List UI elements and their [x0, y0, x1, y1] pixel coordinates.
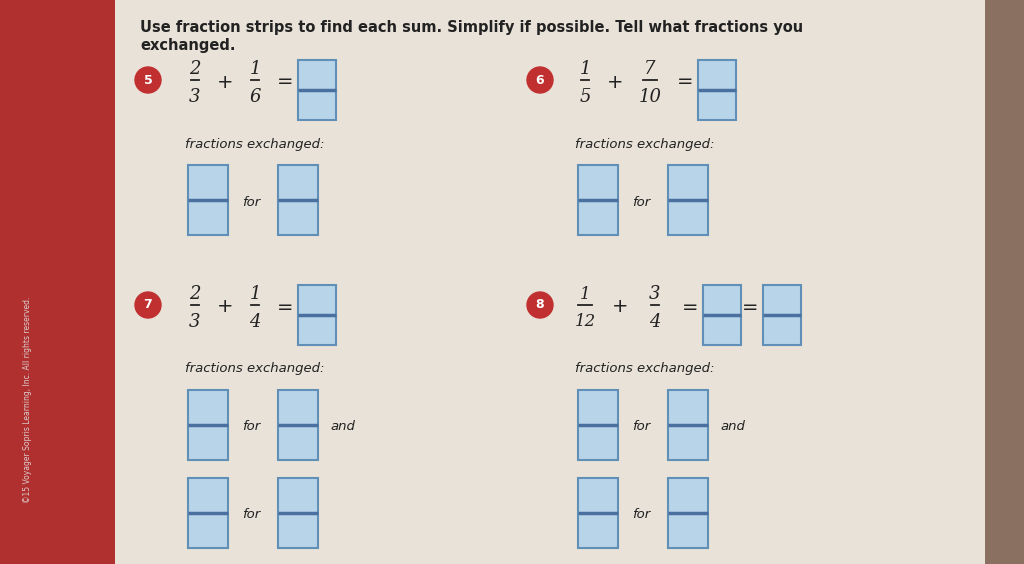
Text: +: +	[607, 73, 624, 91]
Text: 1: 1	[580, 286, 590, 303]
Text: for: for	[242, 509, 260, 522]
Text: +: +	[611, 297, 629, 316]
Text: for: for	[632, 421, 650, 434]
Circle shape	[135, 67, 161, 93]
Text: 3: 3	[649, 285, 660, 303]
Text: 8: 8	[536, 298, 545, 311]
Bar	[578, 478, 618, 548]
Text: for: for	[242, 196, 260, 209]
Bar	[763, 285, 801, 345]
Text: and: and	[720, 421, 744, 434]
Bar	[278, 390, 318, 460]
Text: =: =	[677, 73, 693, 91]
Text: 1: 1	[249, 60, 261, 78]
Text: 7: 7	[644, 60, 655, 78]
Text: 10: 10	[639, 88, 662, 106]
Text: fractions exchanged:: fractions exchanged:	[575, 138, 715, 151]
Circle shape	[527, 292, 553, 318]
Bar	[698, 60, 736, 120]
Text: =: =	[682, 297, 698, 316]
Text: 4: 4	[249, 313, 261, 331]
Text: 5: 5	[143, 73, 153, 86]
Text: 5: 5	[580, 88, 591, 106]
Bar	[578, 165, 618, 235]
Bar	[298, 285, 336, 345]
Text: 3: 3	[189, 88, 201, 106]
Text: for: for	[242, 421, 260, 434]
Bar	[115, 0, 985, 564]
Bar	[188, 390, 228, 460]
Text: +: +	[217, 297, 233, 316]
Text: =: =	[741, 297, 758, 316]
Text: 2: 2	[189, 60, 201, 78]
Text: 1: 1	[249, 285, 261, 303]
Text: 7: 7	[143, 298, 153, 311]
Bar	[668, 390, 708, 460]
Text: =: =	[276, 73, 293, 91]
Text: 6: 6	[536, 73, 545, 86]
Text: fractions exchanged:: fractions exchanged:	[575, 362, 715, 375]
Text: Use fraction strips to find each sum. Simplify if possible. Tell what fractions : Use fraction strips to find each sum. Si…	[140, 20, 803, 35]
Text: fractions exchanged:: fractions exchanged:	[185, 362, 325, 375]
Circle shape	[135, 292, 161, 318]
Circle shape	[527, 67, 553, 93]
Bar	[298, 60, 336, 120]
Text: 1: 1	[580, 60, 591, 78]
Bar	[188, 165, 228, 235]
Bar	[188, 478, 228, 548]
Bar	[578, 390, 618, 460]
Text: ©15 Voyager Sopris Learning, Inc. All rights reserved.: ©15 Voyager Sopris Learning, Inc. All ri…	[24, 297, 33, 503]
Bar	[703, 285, 741, 345]
Bar	[278, 478, 318, 548]
Text: 2: 2	[189, 285, 201, 303]
Text: exchanged.: exchanged.	[140, 38, 236, 53]
Bar	[985, 0, 1024, 564]
Text: 12: 12	[574, 313, 596, 330]
Bar	[0, 0, 115, 564]
Text: =: =	[276, 297, 293, 316]
Bar	[668, 165, 708, 235]
Text: for: for	[632, 509, 650, 522]
Text: 4: 4	[649, 313, 660, 331]
Text: for: for	[632, 196, 650, 209]
Text: and: and	[330, 421, 355, 434]
Bar	[278, 165, 318, 235]
Text: fractions exchanged:: fractions exchanged:	[185, 138, 325, 151]
Text: 6: 6	[249, 88, 261, 106]
Text: 3: 3	[189, 313, 201, 331]
Text: +: +	[217, 73, 233, 91]
Bar	[668, 478, 708, 548]
